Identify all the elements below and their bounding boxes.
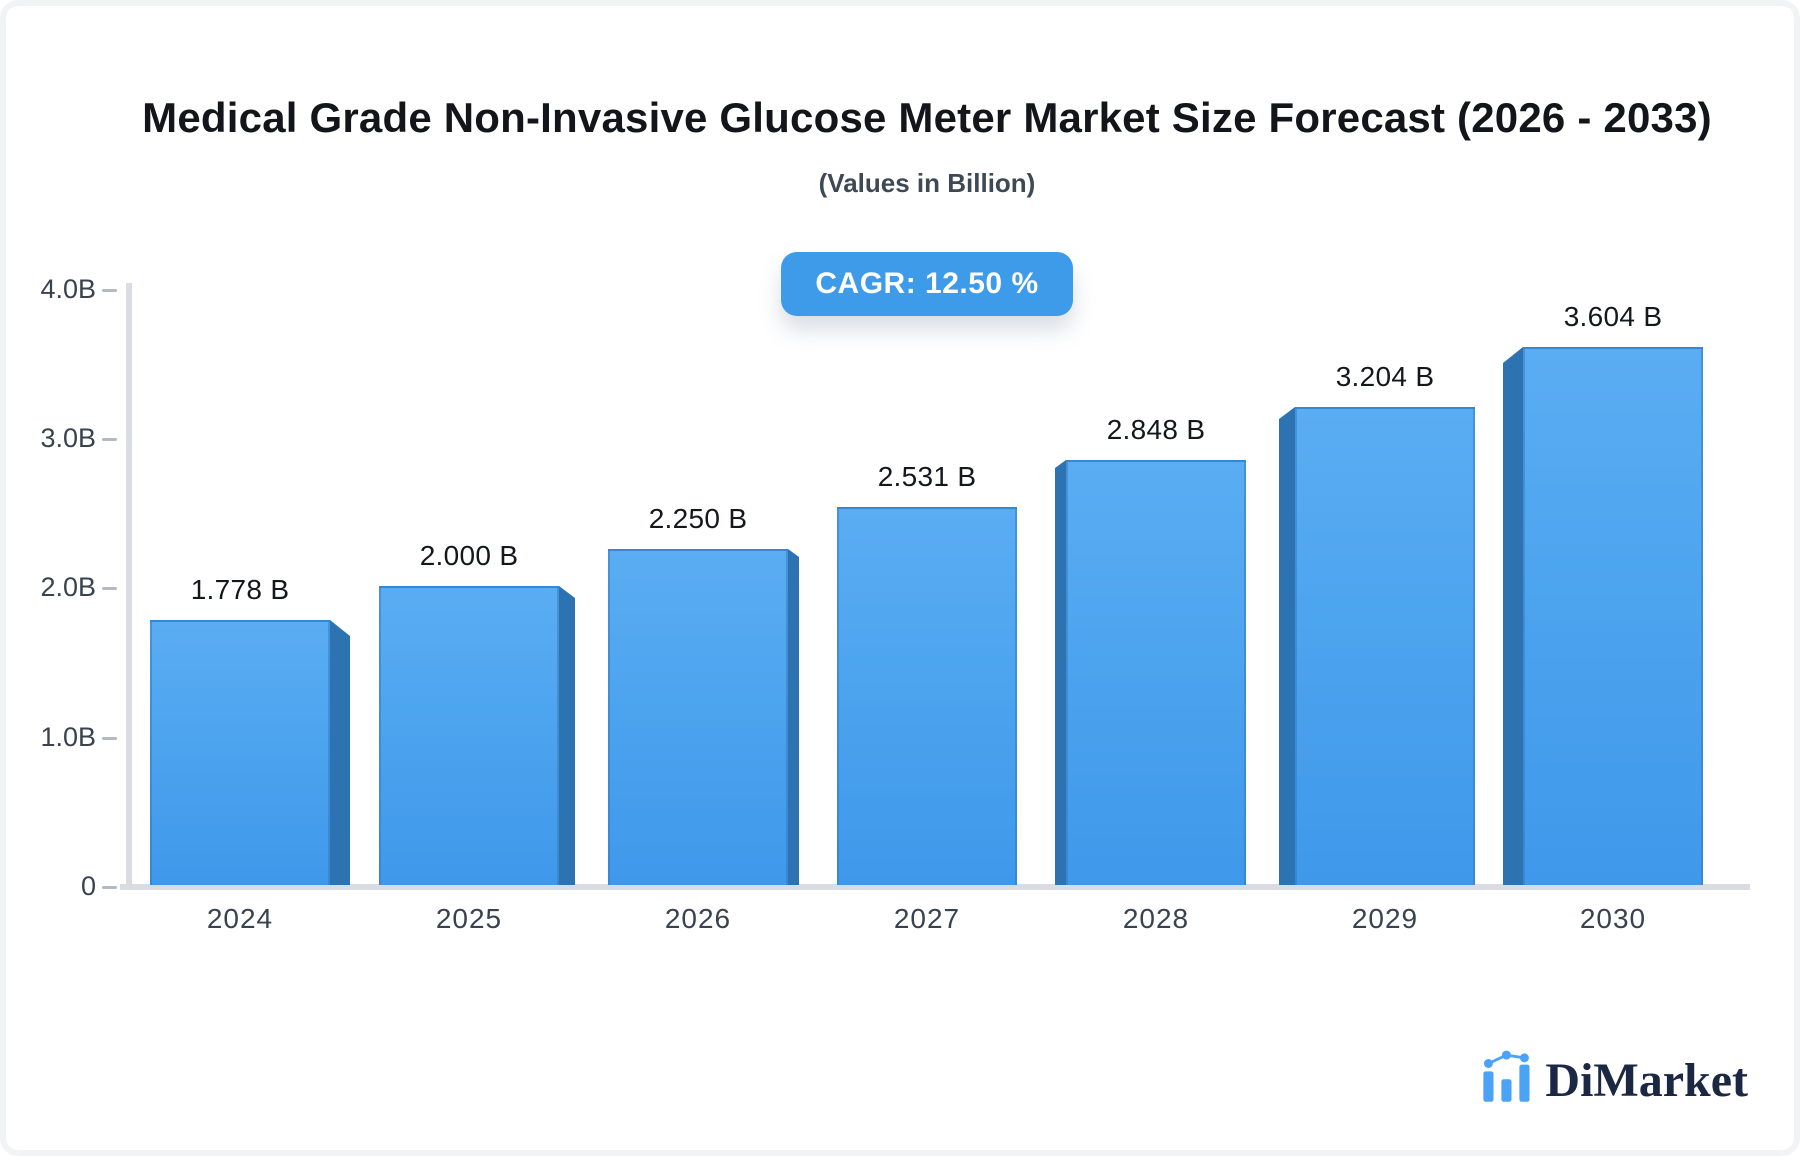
bar	[1523, 347, 1703, 885]
bar-value-label: 2.250 B	[648, 503, 748, 534]
x-axis-label: 2026	[664, 903, 732, 934]
bar-3d-side	[330, 620, 350, 885]
brand-logo: DiMarket	[1481, 1050, 1748, 1108]
bar-line-chart-icon	[1483, 1050, 1530, 1102]
y-tick-mark	[102, 886, 117, 889]
x-axis-line	[120, 884, 1750, 890]
y-tick-label: 1.0B	[40, 722, 96, 752]
cagr-badge-row: CAGR: 12.50 %	[54, 252, 1800, 316]
y-tick-label: 0	[80, 871, 96, 901]
bar-3d-side	[559, 586, 575, 885]
bar-value-label: 3.204 B	[1335, 361, 1435, 392]
x-axis-label: 2030	[1579, 903, 1647, 934]
bar	[1295, 407, 1475, 885]
bar	[150, 620, 330, 885]
x-axis-label: 2028	[1122, 903, 1190, 934]
page-subtitle: (Values in Billion)	[818, 168, 1036, 198]
x-axis-label: 2027	[893, 903, 961, 934]
y-axis-line	[126, 283, 132, 890]
bar	[1066, 460, 1246, 885]
y-tick-mark	[102, 438, 117, 441]
x-axis-label: 2024	[206, 903, 274, 934]
bar-value-label: 2.848 B	[1106, 414, 1206, 445]
bar-value-label: 2.531 B	[877, 461, 977, 492]
bar-3d-side	[1055, 460, 1066, 885]
bar-3d-side	[1279, 407, 1295, 885]
page-title: Medical Grade Non-Invasive Glucose Meter…	[142, 94, 1712, 141]
bar	[837, 507, 1017, 885]
cagr-badge: CAGR: 12.50 %	[781, 252, 1073, 316]
y-tick-mark	[102, 587, 117, 590]
y-tick-label: 3.0B	[40, 423, 96, 453]
y-tick-label: 4.0B	[40, 274, 96, 304]
brand-name: DiMarket	[1545, 1054, 1748, 1108]
bar-value-label: 3.604 B	[1563, 301, 1663, 332]
y-tick-mark	[102, 737, 117, 740]
bar	[379, 586, 559, 885]
bar-3d-side	[788, 549, 799, 885]
y-tick-label: 2.0B	[40, 572, 96, 602]
y-tick-mark	[102, 289, 117, 292]
bar-3d-side	[1503, 347, 1523, 885]
x-axis-label: 2025	[435, 903, 503, 934]
bar	[608, 549, 788, 885]
x-axis-label: 2029	[1351, 903, 1419, 934]
bar-value-label: 2.000 B	[419, 540, 519, 571]
bar-value-label: 1.778 B	[190, 574, 290, 605]
